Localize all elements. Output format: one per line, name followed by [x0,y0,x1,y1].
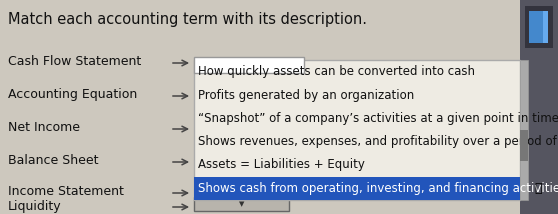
Text: Shows cash from operating, investing, and financing activities: Shows cash from operating, investing, an… [198,182,558,195]
Text: How quickly assets can be converted into cash: How quickly assets can be converted into… [198,65,475,78]
Text: Cash Flow Statement: Cash Flow Statement [8,55,141,68]
Bar [520,60,528,200]
Text: Profits generated by an organization: Profits generated by an organization [198,89,414,101]
Bar [194,177,520,200]
Text: Shows revenues, expenses, and profitability over a period of time: Shows revenues, expenses, and profitabil… [198,135,558,148]
FancyBboxPatch shape [194,197,289,211]
Text: Assets = Liabilities + Equity: Assets = Liabilities + Equity [198,159,365,171]
Bar [543,11,548,43]
Bar [520,130,528,161]
FancyBboxPatch shape [194,57,304,73]
Text: Accounting Equation: Accounting Equation [8,88,137,101]
Text: Match each accounting term with its description.: Match each accounting term with its desc… [8,12,367,27]
Bar [529,11,545,43]
Text: Income Statement: Income Statement [8,185,124,198]
Text: Liquidity: Liquidity [8,200,61,213]
FancyBboxPatch shape [194,60,520,200]
Bar [520,0,558,214]
Text: Net Income: Net Income [8,121,80,134]
Text: ▼: ▼ [239,201,244,207]
Bar [525,6,553,48]
Text: Balance Sheet: Balance Sheet [8,154,99,167]
Text: 🔊: 🔊 [534,181,542,195]
Text: “Snapshot” of a company’s activities at a given point in time: “Snapshot” of a company’s activities at … [198,112,558,125]
